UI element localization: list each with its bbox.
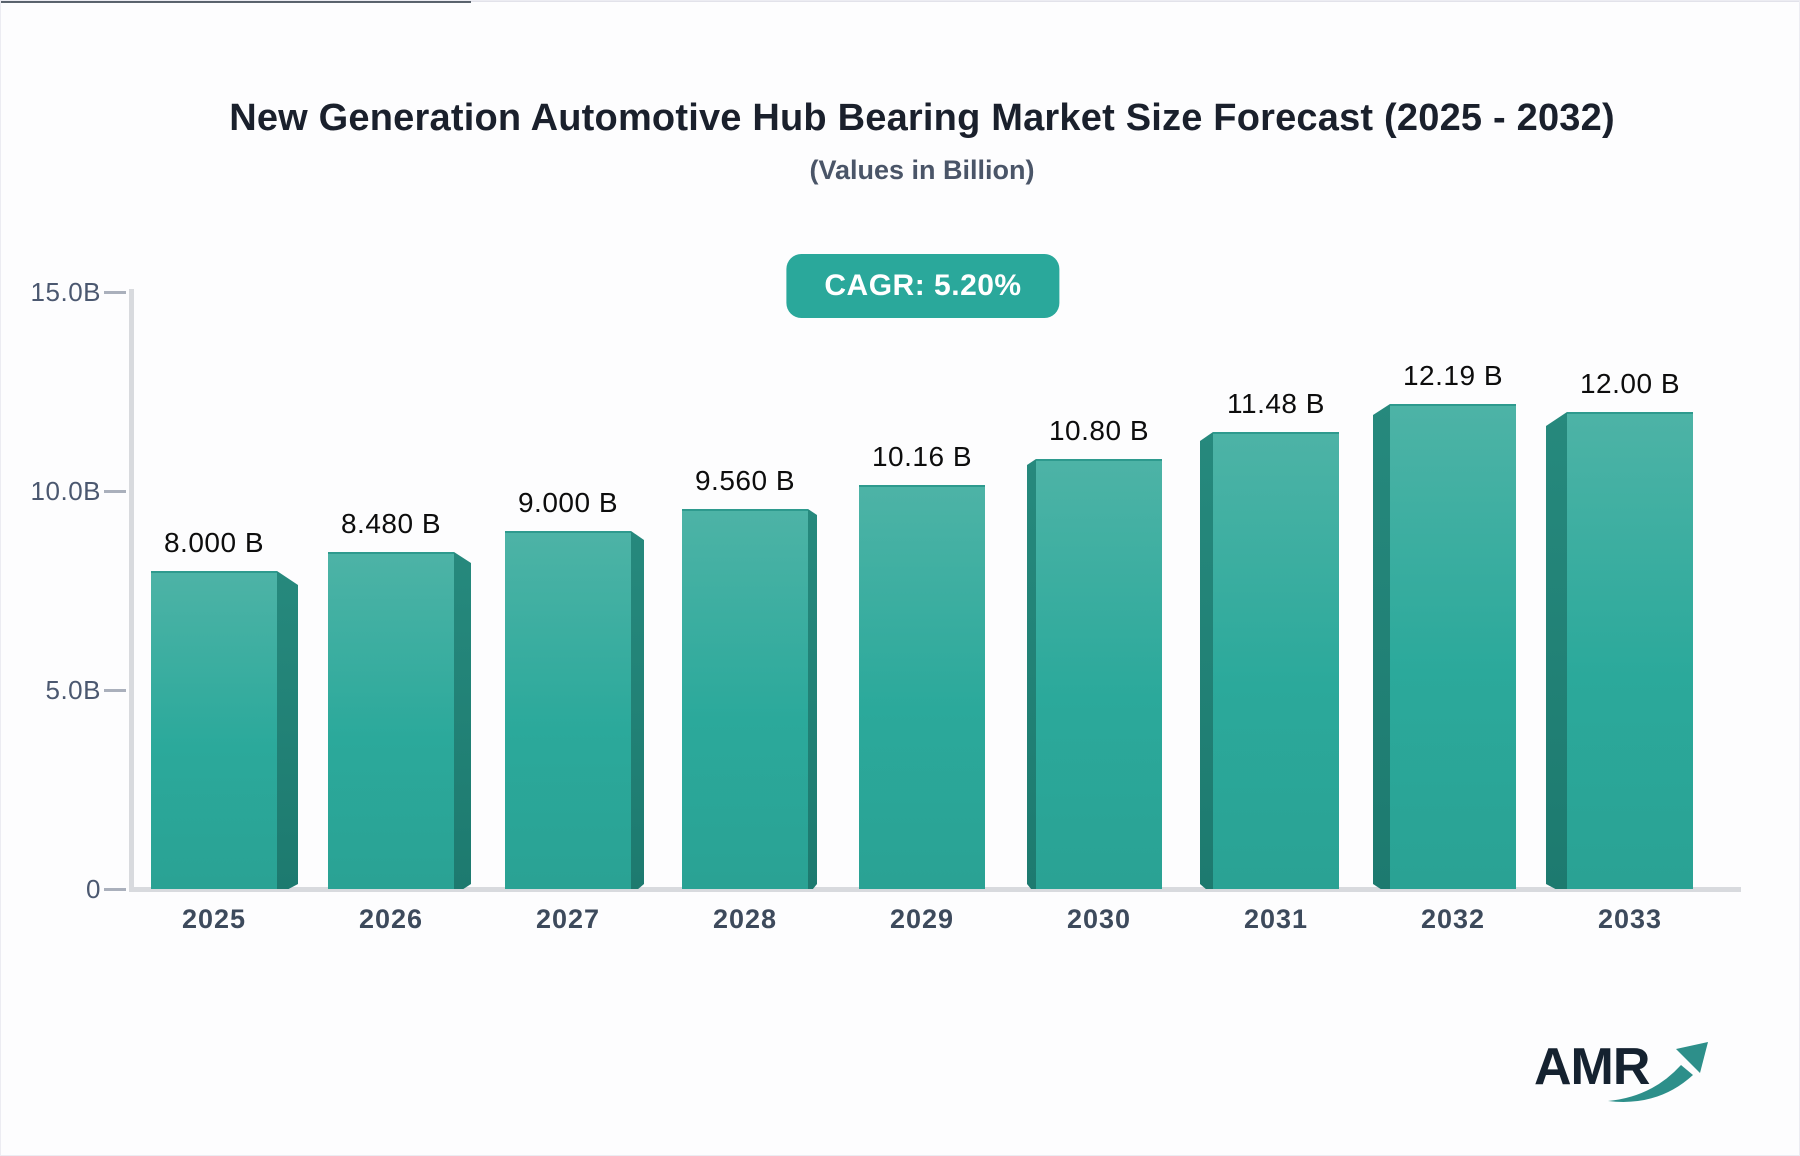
x-axis-label-2033: 2033 — [1597, 904, 1663, 934]
chart-header: New Generation Automotive Hub Bearing Ma… — [45, 97, 1799, 186]
x-axis-label-2032: 2032 — [1420, 904, 1486, 934]
bar-2027[interactable] — [505, 531, 631, 889]
bar-side-face — [277, 571, 298, 889]
y-axis-label: 5.0B — [45, 675, 101, 706]
x-axis-label-2029: 2029 — [889, 904, 955, 934]
value-label: 8.480 B — [340, 508, 442, 539]
bar-2029[interactable] — [859, 485, 985, 889]
y-axis-tick — [104, 290, 126, 294]
bar-side-face — [1200, 432, 1213, 889]
y-axis-label: 10.0B — [30, 476, 101, 507]
bar-side-face — [631, 531, 644, 889]
bar-2032[interactable] — [1390, 404, 1516, 889]
amr-logo: AMR — [1534, 1037, 1734, 1117]
bar-2025[interactable] — [151, 571, 277, 889]
value-label: 11.48 B — [1227, 388, 1325, 419]
y-axis-tick — [104, 688, 126, 692]
bar-side-face — [1373, 404, 1390, 889]
value-label: 12.19 B — [1402, 360, 1504, 391]
bar-2031[interactable] — [1213, 432, 1339, 889]
value-label: 10.80 B — [1048, 415, 1150, 446]
value-label: 9.000 B — [517, 487, 619, 518]
bar-2026[interactable] — [328, 552, 454, 889]
y-axis-label: 0 — [86, 874, 101, 904]
chart-subtitle: (Values in Billion) — [809, 155, 1035, 185]
y-axis-tick — [104, 489, 126, 493]
bar-2030[interactable] — [1036, 459, 1162, 889]
value-label: 10.16 B — [871, 441, 973, 472]
x-axis-label-2031: 2031 — [1243, 904, 1309, 934]
bar-2028[interactable] — [682, 509, 808, 889]
y-axis-line — [129, 289, 134, 892]
top-edge-artifact — [1, 1, 471, 3]
x-axis-label-2028: 2028 — [712, 904, 778, 934]
bar-side-face — [1027, 459, 1036, 889]
x-axis-label-2030: 2030 — [1066, 904, 1132, 934]
amr-logo-text: AMR — [1534, 1038, 1650, 1096]
value-label: 8.000 B — [163, 527, 265, 558]
trending-up-arrow-icon — [1608, 1042, 1708, 1102]
x-axis-label-2026: 2026 — [358, 904, 424, 934]
bar-side-face — [454, 552, 471, 889]
x-axis-label-2025: 2025 — [181, 904, 247, 934]
value-label: 9.560 B — [694, 465, 796, 496]
bar-side-face — [1546, 412, 1567, 889]
bar-side-face — [808, 509, 817, 889]
y-axis-tick — [104, 887, 126, 891]
top-border-line — [1, 1, 1799, 2]
x-axis-line — [129, 887, 1741, 892]
cagr-badge: CAGR: 5.20% — [786, 254, 1060, 318]
chart-title: New Generation Automotive Hub Bearing Ma… — [229, 97, 1615, 139]
y-axis-label: 15.0B — [30, 277, 101, 308]
x-axis-label-2027: 2027 — [535, 904, 601, 934]
value-label: 12.00 B — [1579, 368, 1681, 399]
bar-2033[interactable] — [1567, 412, 1693, 889]
